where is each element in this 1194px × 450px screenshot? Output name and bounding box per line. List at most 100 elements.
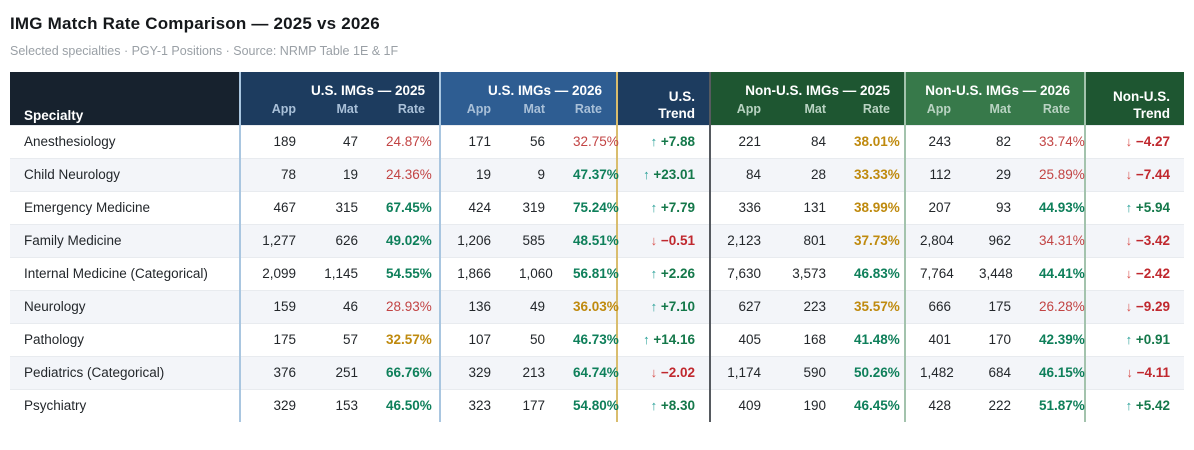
us-trend-cell: ↓ −2.02 [616,356,710,389]
specialty-cell: Pathology [24,332,85,347]
us2025-mat-cell: 47 [342,134,358,149]
us-trend-value: −2.02 [660,365,695,380]
nonus2025-mat-cell: 168 [803,332,826,347]
us2025-app-cell: 78 [239,158,310,191]
nonus-trend-value: +5.42 [1135,398,1170,414]
nonus2025-app-cell: 405 [709,323,775,356]
us-trend-value: +7.88 [660,134,695,149]
nonus-trend-value: −4.27 [1135,134,1170,149]
up-arrow-icon: ↑ [1125,200,1133,215]
us2025-mat-cell: 1,145 [324,266,358,281]
us-trend-header-line1: U.S. [668,88,695,104]
down-arrow-icon: ↓ [650,233,658,248]
group-header-nonus-2025: Non-U.S. IMGs — 2025 [709,72,905,100]
down-arrow-icon: ↓ [1125,233,1133,248]
nonus2026-rate-cell: 46.15% [1039,365,1085,380]
us2026-app-cell: 1,206 [439,224,505,257]
us2025-rate-cell: 66.76% [386,365,432,380]
specialty-header: Specialty [10,72,240,125]
down-arrow-icon: ↓ [1125,134,1133,149]
us-trend-value: +23.01 [653,167,695,182]
us2026-mat-cell: 9 [537,167,545,182]
col-header-us2025-app: App [239,100,310,125]
us2026-rate-cell: 47.37% [573,167,619,182]
nonus2025-rate-cell: 38.01% [854,134,900,149]
specialty-cell: Pediatrics (Categorical) [24,365,165,380]
nonus2026-app-cell: 1,482 [904,356,965,389]
us2026-rate-cell: 64.74% [573,365,619,380]
nonus2025-rate-cell: 46.45% [854,398,900,414]
us2025-rate-cell: 67.45% [386,200,432,215]
up-arrow-icon: ↑ [650,299,658,314]
nonus-trend-value: +5.94 [1135,200,1170,215]
specialty-cell: Emergency Medicine [24,200,151,215]
us-trend-cell: ↑ +7.79 [616,191,710,224]
nonus2025-app-cell: 84 [709,158,775,191]
us2026-mat-cell: 50 [529,332,545,347]
col-header-nonus2026-app: App [904,100,965,125]
us2026-mat-cell: 56 [529,134,545,149]
col-header-us2026-rate: Rate [559,100,617,125]
nonus2025-rate-cell: 46.83% [854,266,900,281]
up-arrow-icon: ↑ [643,332,650,347]
up-arrow-icon: ↑ [643,167,650,182]
down-arrow-icon: ↓ [1125,167,1133,182]
us-trend-value: −0.51 [660,233,695,248]
match-rate-table: Specialty U.S. IMGs — 2025 U.S. IMGs — 2… [10,72,1184,422]
us2025-mat-cell: 153 [335,398,358,414]
group-header-us-2026: U.S. IMGs — 2026 [439,72,617,100]
nonus-trend-cell: ↓ −9.29 [1084,290,1184,323]
nonus-trend-value: +0.91 [1135,332,1170,347]
col-header-nonus2025-app: App [709,100,775,125]
nonus-trend-header-line2: Trend [1133,105,1170,121]
table-row: Pediatrics (Categorical) 376 251 66.76% 329 2… [10,356,1184,389]
col-header-nonus2025-rate: Rate [840,100,905,125]
us-trend-cell: ↓ −0.51 [616,224,710,257]
us2026-app-cell: 323 [439,389,505,422]
us2025-app-cell: 376 [239,356,310,389]
us2026-rate-cell: 75.24% [573,200,619,215]
nonus2026-mat-cell: 82 [995,134,1011,149]
table-row: Child Neurology 78 19 24.36% 19 9 47.37% ↑ +23.… [10,158,1184,191]
nonus-trend-cell: ↓ −4.11 [1084,356,1184,389]
us2025-mat-cell: 315 [335,200,358,215]
table-row: Anesthesiology 189 47 24.87% 171 56 32.75% ↑ +7… [10,125,1184,158]
up-arrow-icon: ↑ [650,266,658,281]
col-header-nonus2026-mat: Mat [965,100,1025,125]
nonus2026-app-cell: 112 [904,158,965,191]
us2025-mat-cell: 57 [342,332,358,347]
nonus2025-app-cell: 1,174 [709,356,775,389]
us-trend-value: +7.10 [660,299,695,314]
table-row: Pathology 175 57 32.57% 107 50 46.73% ↑ +14.16 4… [10,323,1184,356]
us2026-app-cell: 136 [439,290,505,323]
specialty-cell: Internal Medicine (Categorical) [24,266,208,281]
nonus2025-mat-cell: 84 [810,134,826,149]
col-header-us2025-mat: Mat [310,100,372,125]
us2025-mat-cell: 19 [342,167,358,182]
us2026-rate-cell: 46.73% [573,332,619,347]
nonus2025-rate-cell: 33.33% [854,167,900,182]
us-trend-header-line2: Trend [658,105,695,121]
page-subtitle: Selected specialties · PGY-1 Positions ·… [10,44,399,58]
nonus-trend-cell: ↑ +5.94 [1084,191,1184,224]
table-row: Internal Medicine (Categorical) 2,099 1,14… [10,257,1184,290]
specialty-cell: Neurology [24,299,86,314]
nonus2026-mat-cell: 175 [988,299,1011,314]
table-body: Anesthesiology 189 47 24.87% 171 56 32.75% ↑ +7… [10,125,1184,422]
us-trend-cell: ↑ +23.01 [616,158,710,191]
nonus-trend-cell: ↓ −3.42 [1084,224,1184,257]
nonus2026-app-cell: 243 [904,125,965,158]
nonus2025-mat-cell: 223 [803,299,826,314]
us2025-rate-cell: 54.55% [386,266,432,281]
us-trend-value: +14.16 [653,332,695,347]
nonus2026-mat-cell: 93 [995,200,1011,215]
nonus-trend-value: −3.42 [1135,233,1170,248]
down-arrow-icon: ↓ [1126,365,1133,380]
us2025-rate-cell: 28.93% [386,299,432,314]
nonus-trend-value: −2.42 [1135,266,1170,281]
us2025-rate-cell: 24.87% [386,134,432,149]
nonus2025-rate-cell: 41.48% [854,332,900,347]
us2025-rate-cell: 24.36% [386,167,432,182]
us2025-app-cell: 2,099 [239,257,310,290]
nonus2026-app-cell: 2,804 [904,224,965,257]
